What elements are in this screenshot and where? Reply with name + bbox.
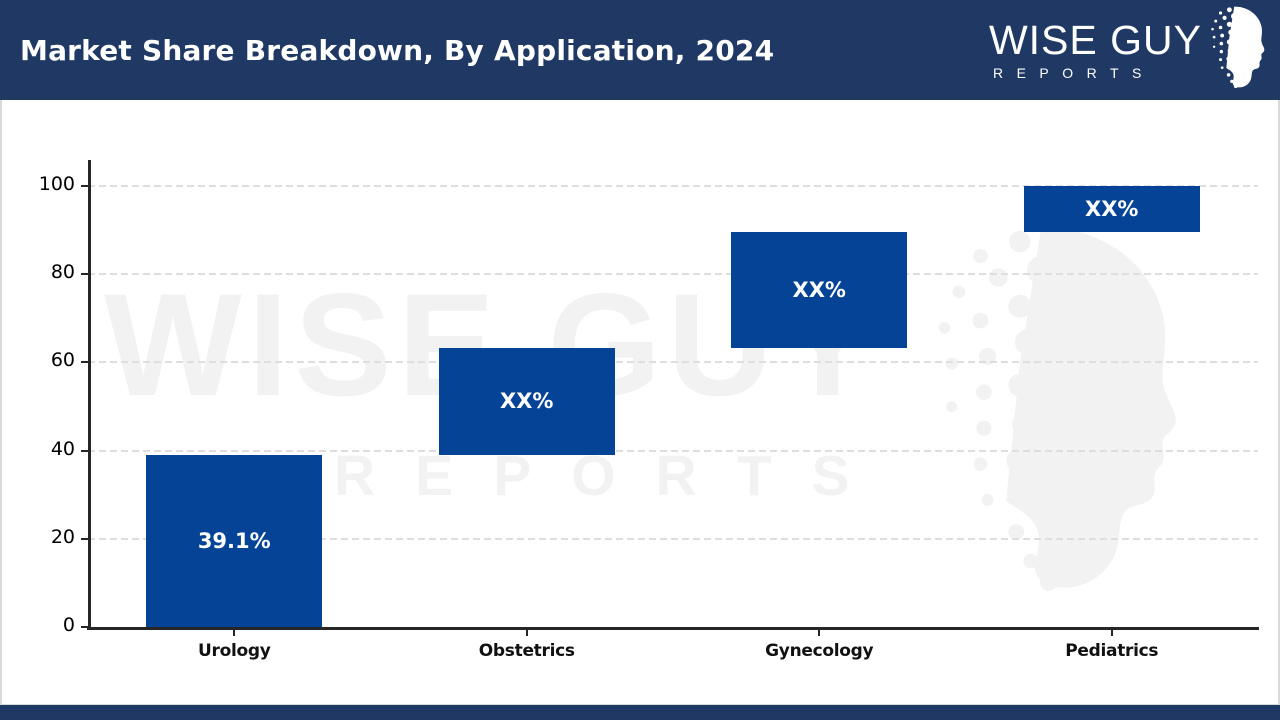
y-axis-tick-label: 20 [50,525,75,548]
gridline [88,361,1258,364]
logo-subtext: REPORTS [992,64,1155,81]
x-axis-tick [818,630,821,636]
x-axis-category-label: Obstetrics [478,641,575,661]
header: Market Share Breakdown, By Application, … [0,0,1280,100]
x-axis-spine [87,627,1259,630]
bar-value-label: 39.1% [197,528,271,553]
gridline [88,449,1258,452]
wiseguy-logo: WISE GUY REPORTS [989,4,1268,96]
x-axis-tick [1110,630,1113,636]
y-axis-tick [81,273,88,276]
gridline [88,273,1258,276]
chart-area: WISE GUY REPORTS 0 20 40 60 80 100 39.1% Urolog… [0,100,1280,704]
y-axis-spine [88,160,91,630]
y-axis-tick-label: 100 [38,173,75,195]
x-axis-category-label: Gynecology [765,641,874,661]
x-axis-category-label: Urology [197,641,271,661]
page-title: Market Share Breakdown, By Application, … [20,33,775,67]
bar: XX% [438,347,615,455]
gridline [88,185,1258,187]
bar: XX% [731,231,908,348]
y-axis-tick-label: 60 [50,349,75,372]
x-axis-tick [233,630,236,636]
bar-value-label: XX% [792,277,846,302]
x-axis-tick [525,630,528,636]
bar: 39.1% [146,454,323,627]
y-axis-tick [81,537,88,540]
y-axis-tick-label: 80 [50,261,75,284]
y-axis-tick [81,449,88,452]
y-axis-tick [81,361,88,364]
watermark-face-icon [938,227,1176,592]
logo-face-icon [1211,6,1265,89]
x-axis-category-label: Pediatrics [1065,641,1159,661]
footer-bar [0,704,1280,720]
y-axis-tick [81,185,88,187]
plot-area: 0 20 40 60 80 100 39.1% Urology XX% Obstetrics XX%… [2,100,1278,704]
watermark-subtext: REPORTS [334,444,890,508]
gridline [88,537,1258,540]
y-axis-tick-label: 0 [62,614,75,636]
y-axis-tick [81,626,88,628]
logo-text: WISE GUY REPORTS [988,17,1202,81]
y-axis-tick-label: 40 [50,437,75,460]
bar: XX% [1023,186,1200,232]
bar-value-label: XX% [500,389,554,414]
logo-wordmark: WISE GUY [988,17,1202,64]
bar-value-label: XX% [1085,196,1139,221]
